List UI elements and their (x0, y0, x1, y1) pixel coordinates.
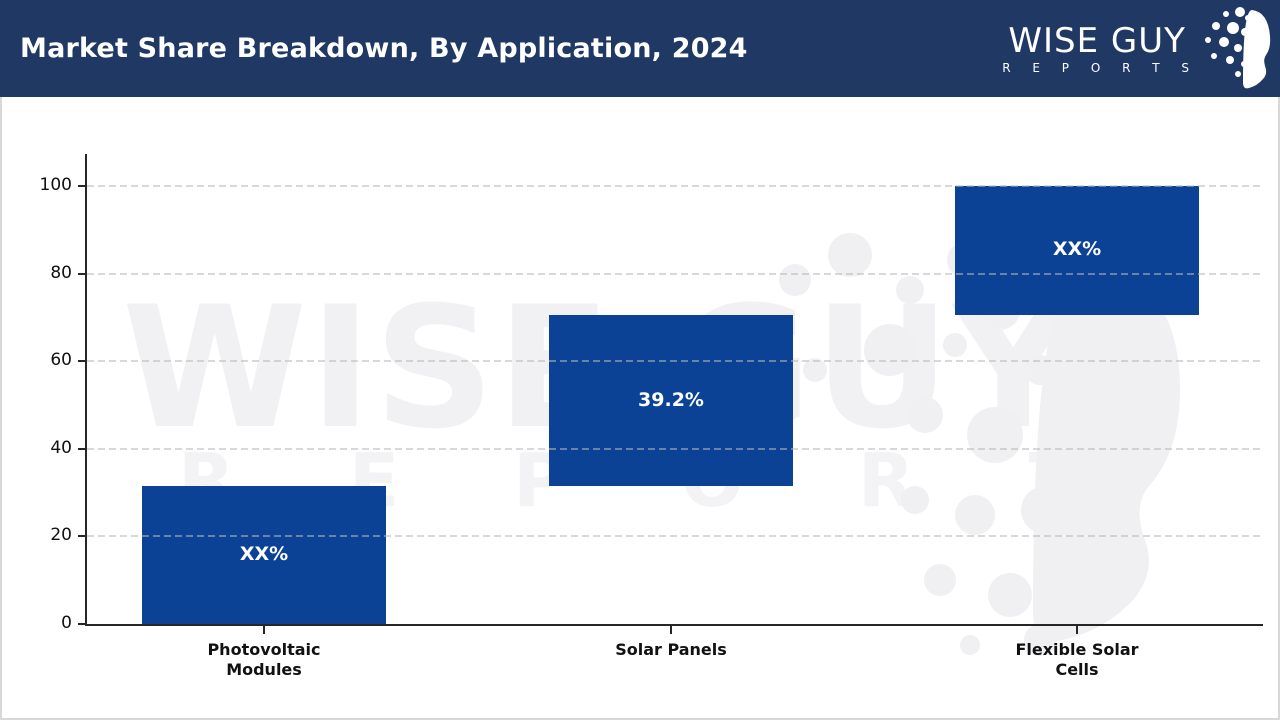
x-category-label: Flexible Solar Cells (1015, 640, 1139, 679)
x-category-label: Solar Panels (615, 640, 727, 659)
logo-sub-text: R E P O R T S (1002, 60, 1198, 75)
y-tick-label: 40 (50, 437, 72, 458)
bar-segment (955, 186, 1199, 315)
y-tick-label: 100 (39, 175, 72, 195)
bar-segment (142, 486, 386, 624)
y-tick-mark (78, 535, 85, 538)
watermark-face-art (740, 210, 1210, 674)
y-tick-label: 20 (50, 525, 72, 546)
y-tick-label: 60 (50, 350, 72, 371)
gridline-y-20 (87, 535, 1263, 538)
bar-value-label: XX% (1052, 238, 1102, 261)
x-tick-mark (670, 626, 672, 634)
header-bar: Market Share Breakdown, By Application, … (0, 0, 1280, 97)
y-tick-label: 80 (50, 262, 72, 283)
y-tick-mark (78, 360, 85, 363)
bar-value-label: XX% (239, 543, 289, 566)
logo-face-icon (1200, 4, 1274, 94)
y-tick-mark (78, 185, 85, 187)
x-category-label: Photovoltaic Modules (207, 640, 321, 679)
y-axis-line (85, 154, 87, 626)
y-tick-mark (78, 623, 85, 625)
bar-value-label: 39.2% (638, 388, 704, 411)
x-tick-mark (263, 626, 265, 634)
gridline-y-80 (87, 272, 1263, 275)
gridline-y-60 (87, 360, 1263, 363)
logo-name-text: WISE GUY (1008, 20, 1186, 61)
y-tick-mark (78, 447, 85, 450)
bar-segment (549, 314, 793, 487)
x-axis-line (85, 624, 1263, 626)
y-tick-label: 0 (61, 613, 72, 633)
x-tick-mark (1076, 626, 1078, 634)
wise-guy-reports-logo: WISE GUY R E P O R T S (996, 4, 1280, 94)
y-tick-mark (78, 272, 85, 275)
gridline-y-40 (87, 447, 1263, 450)
gridline-y-100 (87, 185, 1263, 187)
page-title: Market Share Breakdown, By Application, … (20, 33, 748, 64)
